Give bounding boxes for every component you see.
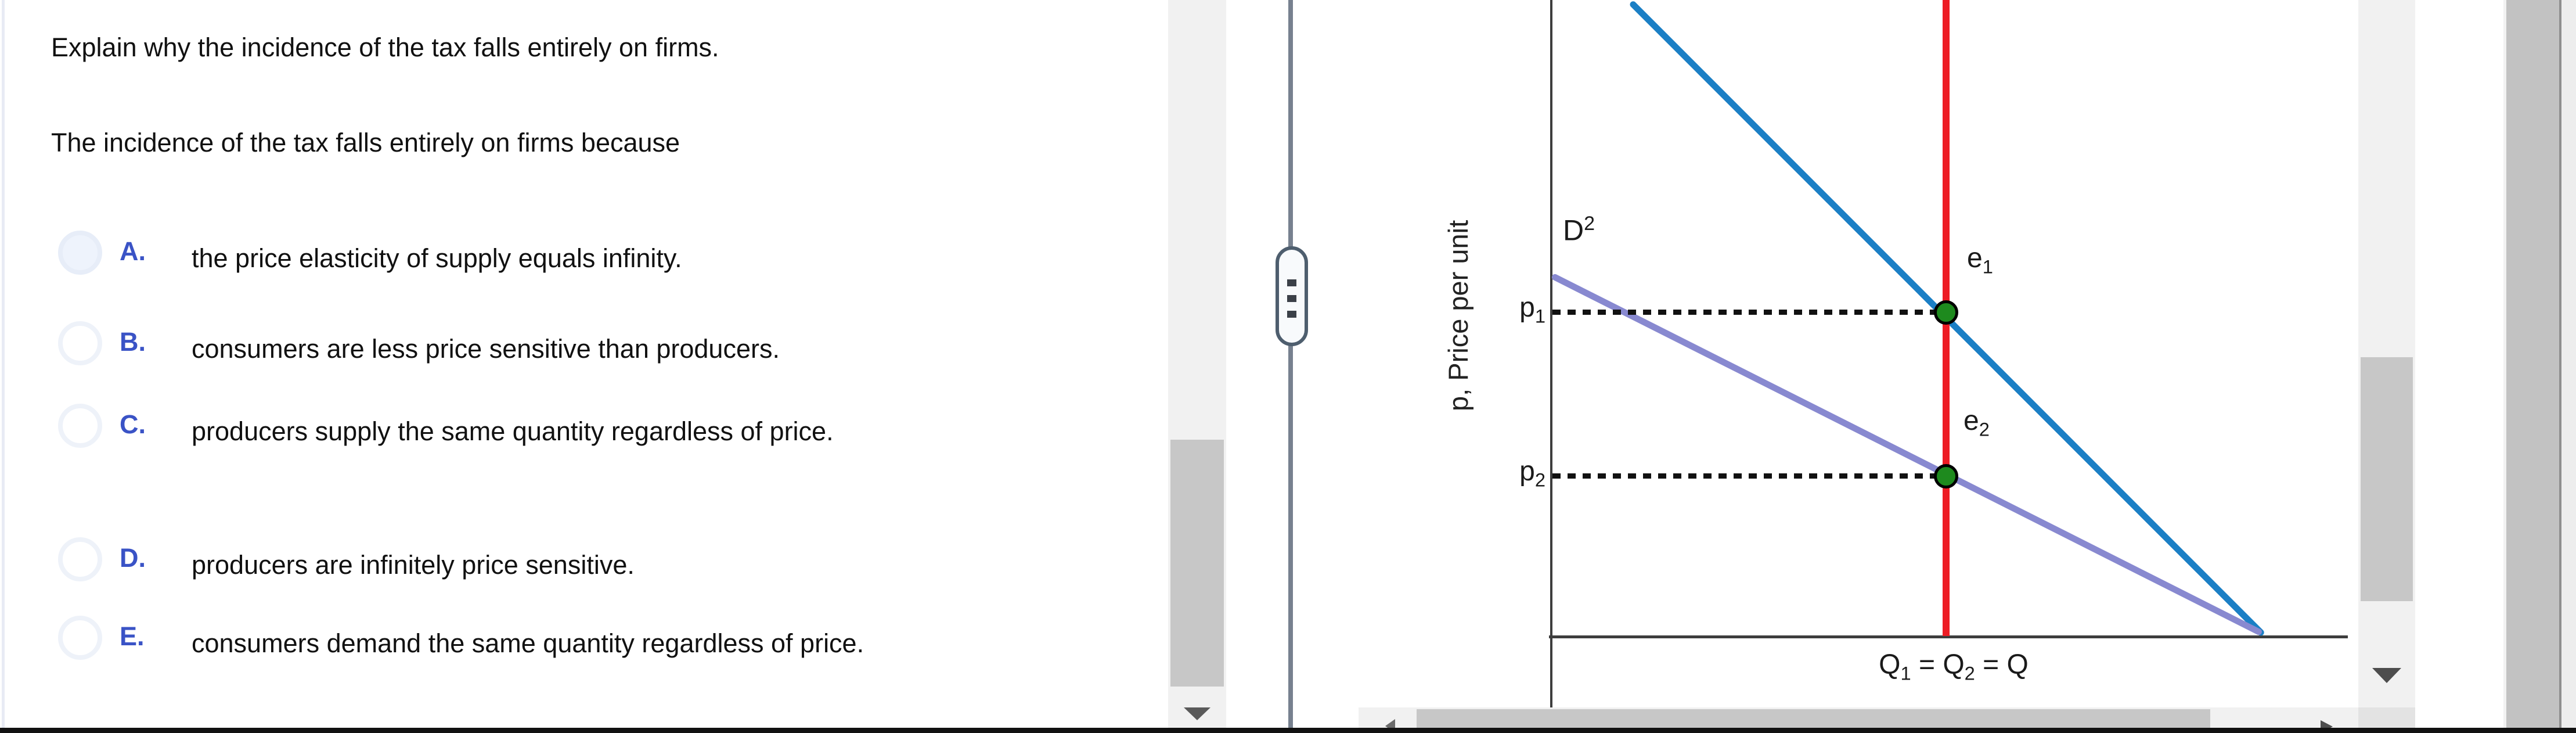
- h-scrollbar-thumb[interactable]: [1417, 709, 2210, 731]
- option-row-b[interactable]: B. consumers are less price sensitive th…: [58, 321, 1080, 420]
- equilibrium-point-e1[interactable]: [1934, 300, 1958, 325]
- window-right-gutter: [2561, 0, 2576, 733]
- option-text-e: consumers demand the same quantity regar…: [192, 628, 864, 658]
- option-letter-b: B.: [120, 327, 146, 357]
- window-edge-line: [2559, 0, 2561, 733]
- option-text-c: producers supply the same quantity regar…: [192, 416, 834, 446]
- grip-dot-icon: [1287, 279, 1296, 286]
- question-prompt: Explain why the incidence of the tax fal…: [51, 33, 719, 62]
- label-e1: e1: [1967, 243, 1993, 278]
- option-text-b: consumers are less price sensitive than …: [192, 334, 780, 364]
- option-letter-d: D.: [120, 543, 146, 573]
- graph-scrollbar-thumb[interactable]: [2361, 357, 2413, 601]
- option-row-e[interactable]: E. consumers demand the same quantity re…: [58, 616, 1080, 733]
- y-axis-line: [1550, 0, 1552, 707]
- window-scrollbar-track[interactable]: [2503, 0, 2506, 733]
- label-d2: D2: [1563, 213, 1595, 247]
- dotted-guide-p2: [1552, 473, 1947, 479]
- option-radio-e[interactable]: [58, 616, 102, 660]
- label-p2: p2: [1519, 456, 1545, 491]
- splitter-line: [1288, 0, 1293, 733]
- option-row-c[interactable]: C. producers supply the same quantity re…: [58, 404, 1080, 543]
- left-scrollbar-down-arrow-icon[interactable]: [1184, 707, 1210, 720]
- window-scrollbar-thumb[interactable]: [2506, 0, 2559, 733]
- grip-dot-icon: [1287, 311, 1296, 318]
- label-e2: e2: [1963, 405, 1990, 440]
- option-row-a[interactable]: A. the price elasticity of supply equals…: [58, 231, 1080, 329]
- left-edge-border: [2, 0, 5, 733]
- option-row-d[interactable]: D. producers are infinitely price sensit…: [58, 537, 1080, 636]
- option-text-d: producers are infinitely price sensitive…: [192, 550, 635, 580]
- option-text-a: the price elasticity of supply equals in…: [192, 243, 682, 273]
- option-letter-a: A.: [120, 236, 146, 266]
- dotted-guide-p1: [1552, 310, 1947, 315]
- demand-curve-2: [1551, 273, 2263, 637]
- graph-scrollbar-down-arrow-icon[interactable]: [2372, 668, 2401, 683]
- option-letter-e: E.: [120, 621, 145, 651]
- option-letter-c: C.: [120, 409, 146, 439]
- splitter-handle[interactable]: [1276, 246, 1308, 346]
- option-radio-b[interactable]: [58, 321, 102, 365]
- option-radio-d[interactable]: [58, 537, 102, 581]
- left-scrollbar-thumb[interactable]: [1170, 440, 1224, 687]
- bottom-edge: [0, 728, 2576, 733]
- answer-stem: The incidence of the tax falls entirely …: [51, 128, 680, 157]
- x-axis-line: [1549, 635, 2348, 638]
- label-q-equation: Q1 = Q2 = Q: [1879, 649, 2029, 684]
- option-radio-c[interactable]: [58, 404, 102, 448]
- label-p1: p1: [1519, 292, 1545, 327]
- grip-dot-icon: [1287, 295, 1296, 302]
- option-radio-a[interactable]: [58, 231, 102, 275]
- equilibrium-point-e2[interactable]: [1934, 464, 1958, 488]
